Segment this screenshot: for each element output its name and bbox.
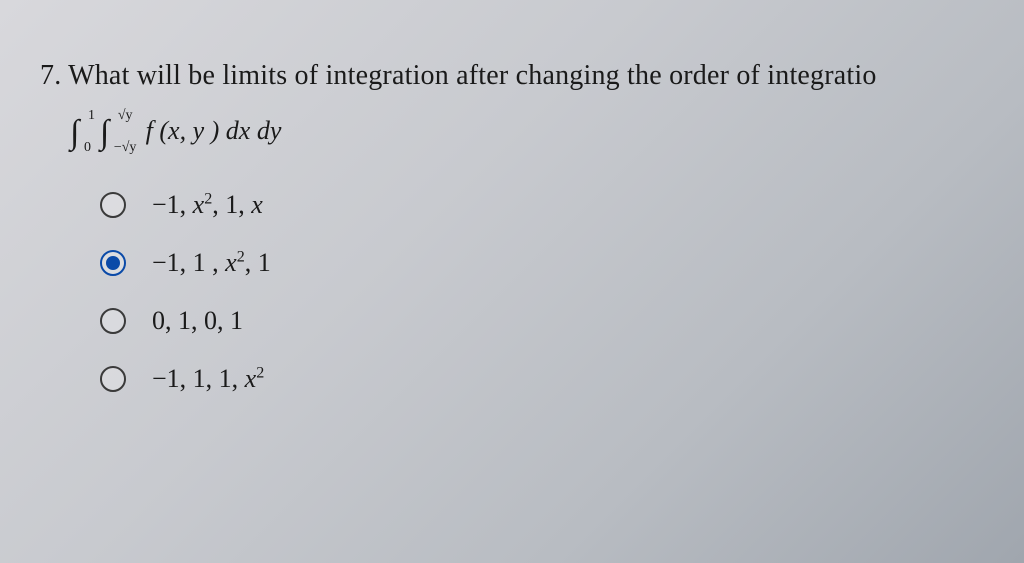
option-label: 0, 1, 0, 1 (152, 306, 243, 336)
option-d[interactable]: −1, 1, 1, x2 (100, 364, 1004, 394)
question-text: What will be limits of integration after… (68, 60, 876, 91)
integrand: f (x, y ) dx dy (146, 116, 282, 145)
question-number: 7. (40, 60, 61, 91)
option-label: −1, 1 , x2, 1 (152, 248, 271, 278)
integral-expression: ∫ 1 0 ∫ √y −√y f (x, y ) dx dy (70, 116, 1004, 150)
radio-icon[interactable] (100, 192, 126, 218)
radio-icon[interactable] (100, 308, 126, 334)
inner-upper-limit: √y (118, 108, 133, 124)
question-line: 7. What will be limits of integration af… (40, 60, 1004, 92)
outer-lower-limit: 0 (84, 140, 91, 156)
integral-sign-icon: ∫ (70, 114, 79, 151)
radio-icon[interactable] (100, 250, 126, 276)
option-label: −1, x2, 1, x (152, 190, 263, 220)
integral-sign-icon: ∫ (100, 114, 109, 151)
radio-icon[interactable] (100, 366, 126, 392)
option-label: −1, 1, 1, x2 (152, 364, 264, 394)
inner-lower-limit: −√y (114, 140, 137, 156)
outer-integral: ∫ 1 0 (70, 116, 79, 150)
option-b[interactable]: −1, 1 , x2, 1 (100, 248, 1004, 278)
inner-integral: ∫ √y −√y (100, 116, 109, 150)
outer-upper-limit: 1 (88, 108, 95, 124)
option-c[interactable]: 0, 1, 0, 1 (100, 306, 1004, 336)
options-list: −1, x2, 1, x −1, 1 , x2, 1 0, 1, 0, 1 −1… (100, 190, 1004, 394)
option-a[interactable]: −1, x2, 1, x (100, 190, 1004, 220)
